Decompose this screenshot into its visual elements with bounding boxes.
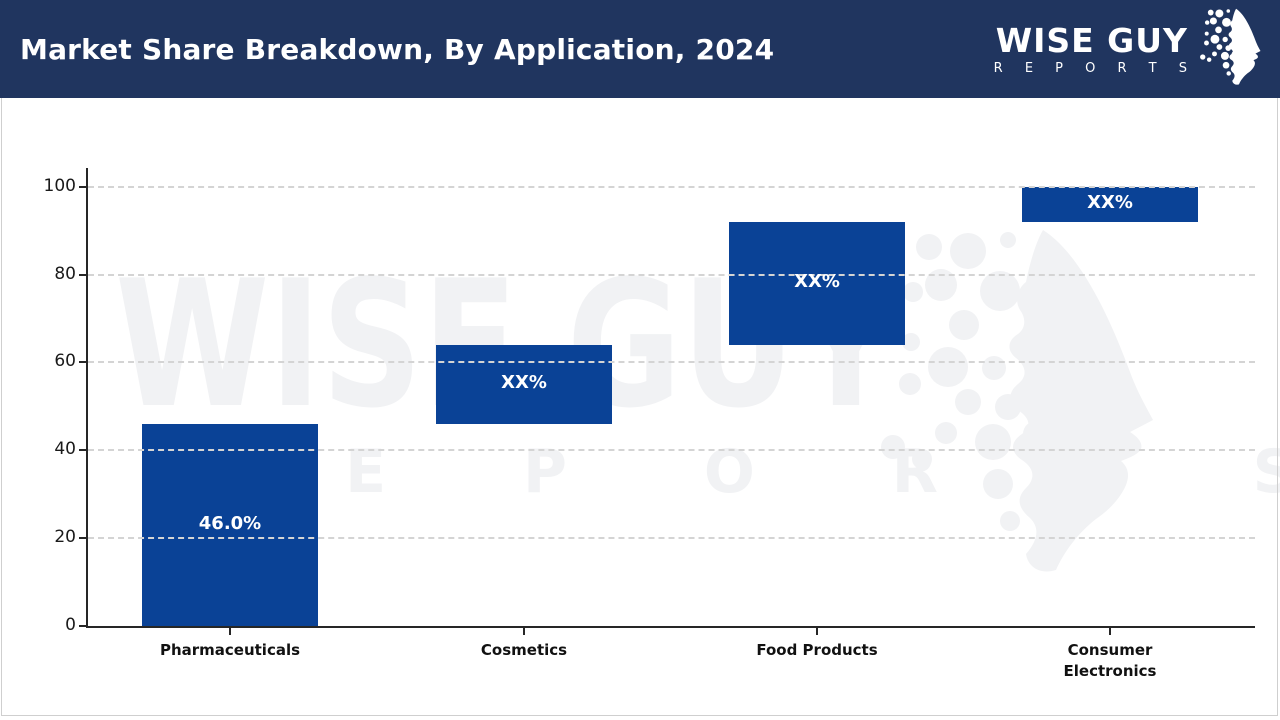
y-tick-mark: [79, 274, 86, 276]
y-tick-label: 20: [54, 527, 76, 547]
watermark-face-logo: [881, 230, 1153, 572]
y-tick-mark: [79, 537, 86, 539]
y-tick-label: 80: [54, 264, 76, 284]
y-tick-mark: [79, 625, 86, 627]
bar-pharmaceuticals: [142, 424, 318, 626]
brand-logo: WISE GUY R E P O R T S: [994, 0, 1266, 98]
y-tick-mark: [79, 449, 86, 451]
y-gridline: [88, 449, 1255, 451]
bar-cosmetics: [436, 345, 612, 424]
y-gridline: [88, 537, 1255, 539]
y-tick-label: 60: [54, 351, 76, 371]
x-category-label: Pharmaceuticals: [159, 641, 301, 659]
y-tick-label: 0: [65, 615, 76, 635]
bar-food-products: [729, 222, 905, 345]
x-axis-line: [86, 626, 1255, 628]
x-tick-mark: [523, 628, 525, 635]
x-category-label: Cosmetics: [480, 641, 568, 659]
y-gridline: [88, 186, 1255, 188]
header-bar: Market Share Breakdown, By Application, …: [0, 0, 1280, 98]
brand-logo-name: WISE GUY: [995, 21, 1188, 60]
y-gridline: [88, 361, 1255, 363]
y-gridline: [88, 274, 1255, 276]
brand-logo-face-icon: [1200, 8, 1261, 85]
brand-logo-text: WISE GUY R E P O R T S: [988, 24, 1196, 76]
y-tick-mark: [79, 361, 86, 363]
x-tick-mark: [1109, 628, 1111, 635]
brand-logo-subtitle: R E P O R T S: [993, 61, 1196, 76]
bar-value-label: XX%: [794, 271, 840, 292]
x-tick-mark: [816, 628, 818, 635]
bar-value-label: XX%: [1087, 192, 1133, 213]
y-tick-label: 40: [54, 439, 76, 459]
page-title: Market Share Breakdown, By Application, …: [20, 32, 775, 66]
bar-consumer-electronics: [1022, 187, 1198, 222]
y-tick-label: 100: [43, 176, 76, 196]
bar-value-label: XX%: [501, 372, 547, 393]
bar-value-label: 46.0%: [198, 513, 262, 534]
x-category-label: Food Products: [756, 641, 878, 659]
x-category-label: Consumer Electronics: [1063, 641, 1157, 680]
y-axis-line: [86, 168, 88, 628]
x-tick-mark: [229, 628, 231, 635]
y-tick-mark: [79, 186, 86, 188]
